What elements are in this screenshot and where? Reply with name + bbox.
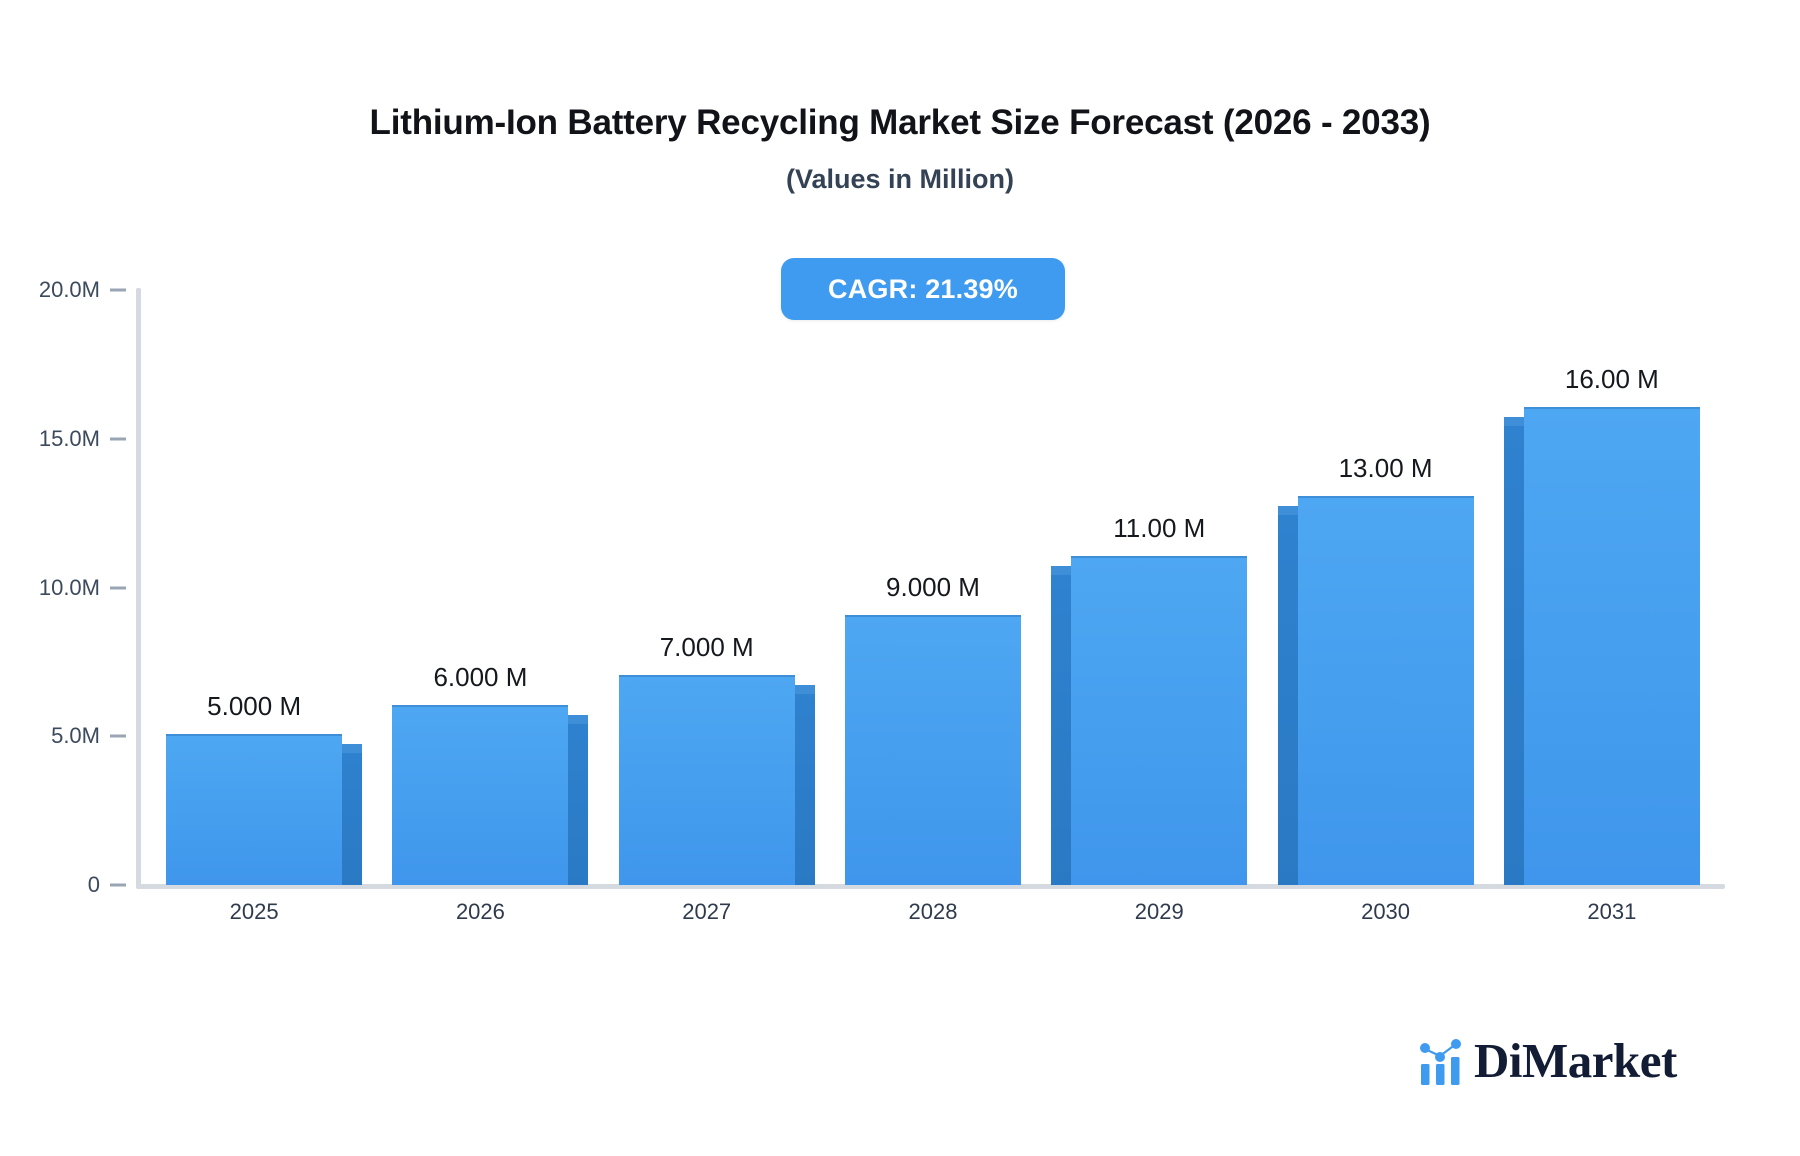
cagr-badge: CAGR: 21.39% — [781, 258, 1065, 320]
x-axis-tick-label: 2027 — [682, 899, 732, 924]
bar-side-face — [1503, 417, 1524, 885]
bar-side-face — [794, 684, 815, 885]
chart-title: Lithium-Ion Battery Recycling Market Siz… — [369, 103, 1431, 142]
bar-top-bevel — [1503, 417, 1524, 426]
bar-side-face — [568, 714, 589, 885]
bar-top-bevel — [568, 714, 589, 724]
bar-top-bevel — [1051, 565, 1072, 575]
x-axis-tick-label: 2029 — [1134, 899, 1184, 924]
y-axis-tick-mark — [110, 288, 126, 292]
y-axis-tick-mark — [110, 734, 126, 738]
bar-2025 — [166, 734, 363, 885]
x-axis-tick-label: 2025 — [229, 899, 279, 924]
y-axis-tick-label: 10.0M — [38, 574, 100, 600]
bar-2030 — [1277, 496, 1474, 885]
x-axis-tick-label: 2030 — [1361, 899, 1411, 924]
bar-2029 — [1051, 555, 1248, 885]
y-axis-tick-label: 5.0M — [51, 723, 100, 749]
y-axis-tick-label: 20.0M — [38, 277, 100, 302]
bar-value-label: 16.00 M — [1564, 364, 1659, 394]
bar-side-face — [1051, 565, 1072, 885]
bar-value-label: 5.000 M — [207, 691, 302, 722]
bar-front-face — [166, 734, 343, 885]
bar-top-bevel — [794, 684, 815, 694]
bar-2031 — [1503, 407, 1700, 885]
y-axis-tick-mark — [110, 883, 126, 887]
y-axis-tick-label: 0 — [87, 872, 100, 897]
bar-2028 — [845, 615, 1021, 885]
bar-value-label: 11.00 M — [1113, 512, 1206, 543]
bar-value-label: 13.00 M — [1338, 453, 1433, 484]
bar-side-face — [342, 744, 363, 885]
chart-subtitle: (Values in Million) — [785, 164, 1015, 194]
bar-value-label: 9.000 M — [886, 572, 980, 603]
bar-front-face — [1071, 555, 1248, 885]
bar-front-face — [845, 615, 1021, 885]
bar-chart-with-line-icon — [1418, 1033, 1464, 1085]
bar-front-face — [1297, 496, 1474, 885]
bar-2026 — [392, 704, 589, 885]
dimarket-logo: DiMarket — [1418, 1033, 1677, 1085]
x-axis-tick-label: 2031 — [1587, 899, 1637, 924]
bar-front-face — [618, 674, 795, 885]
x-axis-tick-label: 2028 — [908, 899, 958, 924]
y-axis-tick-mark — [110, 437, 126, 441]
bar-value-label: 7.000 M — [659, 631, 754, 662]
bar-front-face — [1523, 407, 1700, 885]
bar-side-face — [1277, 506, 1298, 885]
bar-top-bevel — [1277, 506, 1298, 516]
bar-2027 — [618, 674, 815, 885]
x-axis-tick-label: 2026 — [455, 899, 505, 924]
bar-value-label: 6.000 M — [433, 661, 528, 692]
logo-wordmark: DiMarket — [1474, 1033, 1677, 1089]
y-axis-line — [136, 288, 141, 887]
bar-top-bevel — [342, 744, 363, 754]
bar-front-face — [392, 704, 569, 885]
y-axis-tick-label: 15.0M — [38, 425, 100, 451]
cagr-badge-label: CAGR: 21.39% — [828, 273, 1018, 304]
x-axis-line — [136, 884, 1725, 889]
y-axis-tick-mark — [110, 586, 126, 589]
